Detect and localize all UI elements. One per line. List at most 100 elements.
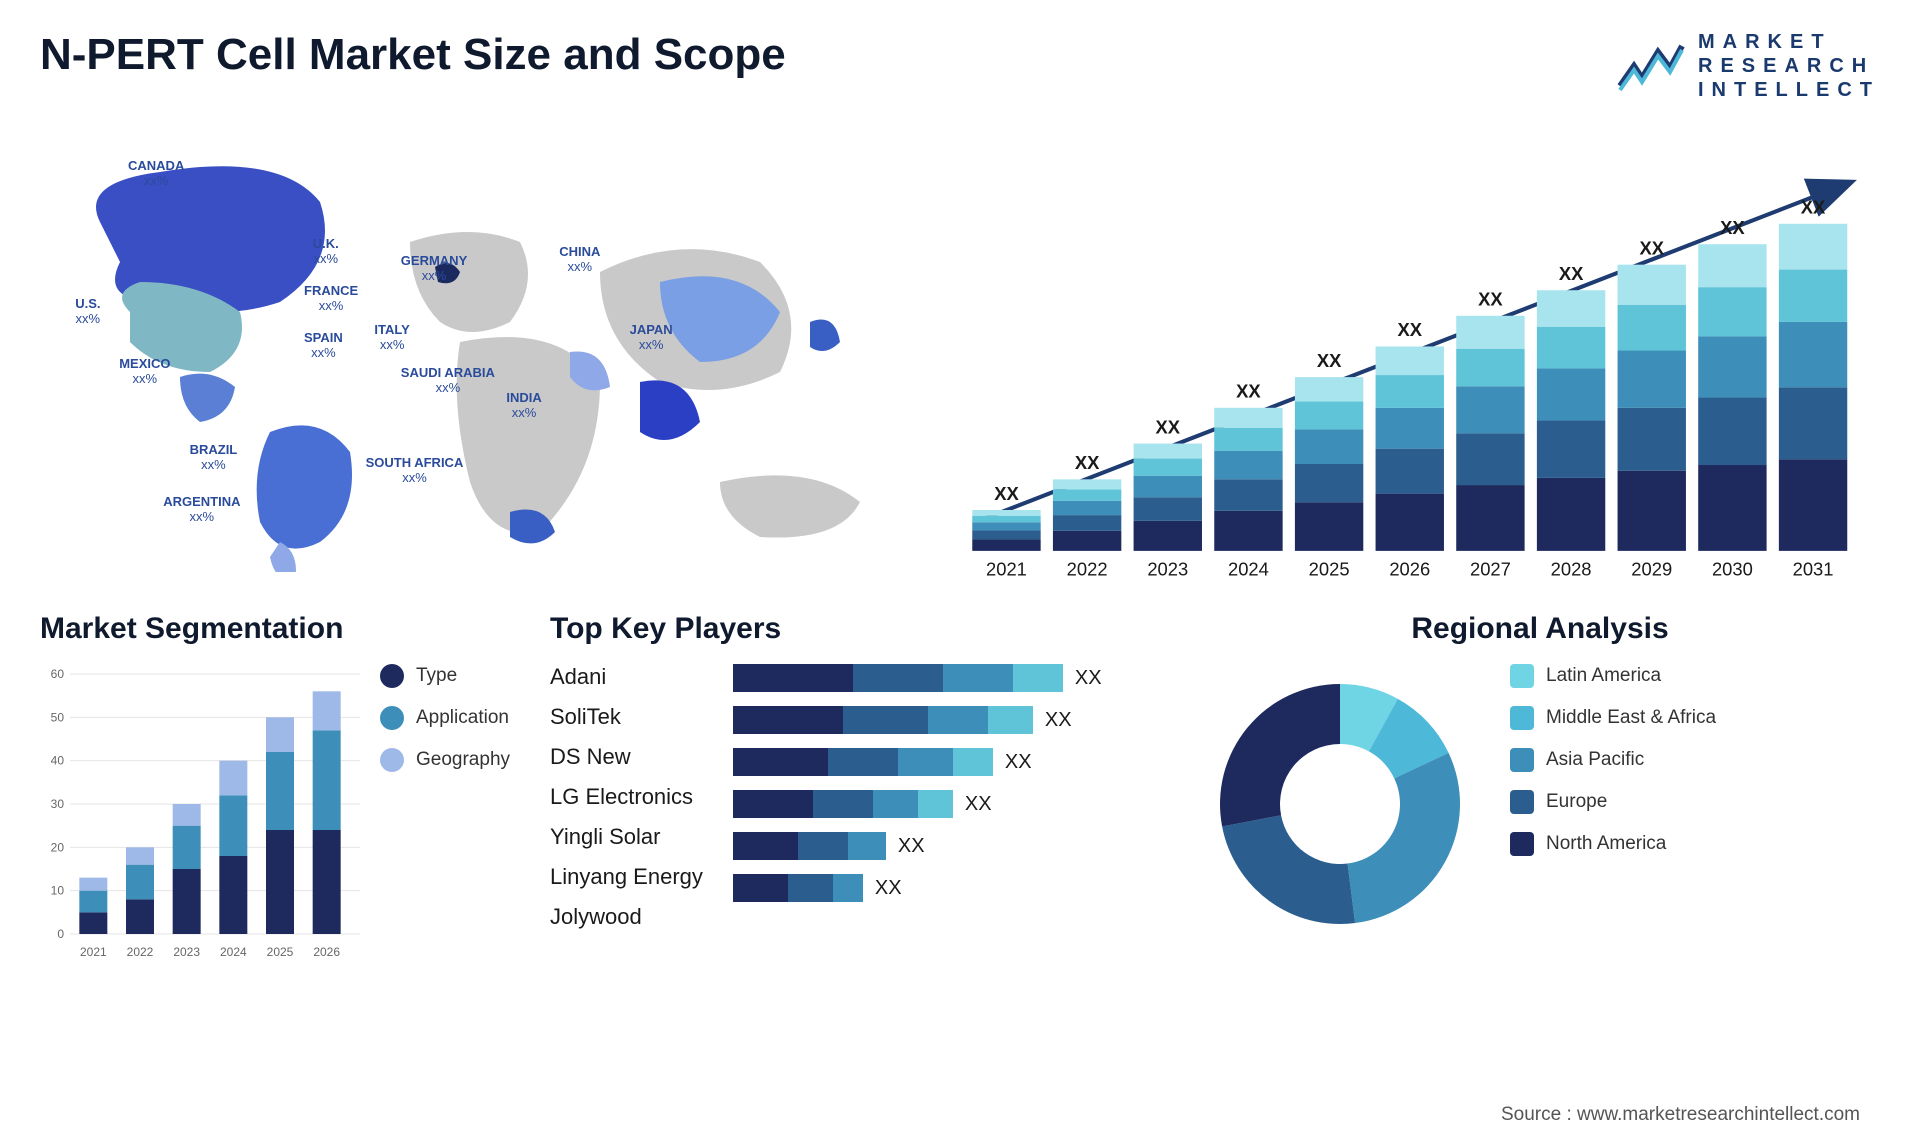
- player-bar-segment: [733, 832, 798, 860]
- growth-bar-segment: [1214, 479, 1282, 510]
- logo-line3: INTELLECT: [1698, 78, 1880, 102]
- country-label: ITALYxx%: [374, 323, 409, 353]
- svg-text:0: 0: [57, 927, 64, 941]
- country-label: U.S.xx%: [75, 297, 100, 327]
- world-map-panel: CANADAxx%U.S.xx%MEXICOxx%BRAZILxx%ARGENT…: [40, 142, 920, 572]
- growth-bar-segment: [1456, 433, 1524, 485]
- growth-bar-segment: [1053, 515, 1121, 531]
- growth-bar-segment: [1456, 316, 1524, 349]
- player-bar-value: XX: [1075, 667, 1102, 690]
- growth-bar-segment: [972, 510, 1040, 516]
- player-name: Adani: [550, 664, 703, 690]
- growth-bar-year: 2025: [1309, 558, 1350, 579]
- seg-bar-segment: [219, 795, 247, 856]
- segmentation-title: Market Segmentation: [40, 612, 520, 646]
- growth-bar-year: 2031: [1793, 558, 1834, 579]
- growth-bar-value: XX: [994, 483, 1019, 504]
- seg-bar-segment: [79, 912, 107, 934]
- growth-bar-segment: [1618, 265, 1686, 305]
- player-bar-segment: [833, 874, 863, 902]
- player-bar-value: XX: [898, 835, 925, 858]
- growth-bar-segment: [972, 522, 1040, 530]
- player-bar-segment: [843, 706, 928, 734]
- player-bar-segment: [813, 790, 873, 818]
- legend-item: Asia Pacific: [1510, 748, 1716, 772]
- player-name: SoliTek: [550, 704, 703, 730]
- brand-logo: MARKET RESEARCH INTELLECT: [1616, 30, 1880, 102]
- player-bar-segment: [953, 748, 993, 776]
- growth-bar-value: XX: [1801, 197, 1826, 218]
- player-bar-segment: [918, 790, 953, 818]
- country-label: GERMANYxx%: [401, 254, 467, 284]
- growth-bar-segment: [972, 530, 1040, 539]
- logo-icon: [1616, 38, 1686, 94]
- segmentation-legend: TypeApplicationGeography: [380, 664, 510, 772]
- growth-bar-segment: [1295, 502, 1363, 551]
- growth-bar-segment: [1537, 368, 1605, 420]
- seg-bar-segment: [266, 830, 294, 934]
- growth-bar-value: XX: [1559, 263, 1584, 284]
- player-bar-segment: [853, 664, 943, 692]
- player-name: LG Electronics: [550, 784, 703, 810]
- player-bar-row: XX: [733, 748, 1170, 776]
- growth-bar-segment: [1779, 224, 1847, 270]
- growth-bar-year: 2028: [1551, 558, 1592, 579]
- growth-bar-segment: [1053, 501, 1121, 515]
- player-bar: [733, 790, 953, 818]
- growth-bar-value: XX: [1720, 217, 1745, 238]
- growth-bar-segment: [1537, 478, 1605, 551]
- player-names-list: AdaniSoliTekDS NewLG ElectronicsYingli S…: [550, 664, 703, 930]
- growth-bar-year: 2027: [1470, 558, 1511, 579]
- growth-bar-segment: [1779, 322, 1847, 387]
- growth-bar-segment: [1053, 479, 1121, 489]
- player-bar-value: XX: [875, 877, 902, 900]
- country-label: FRANCExx%: [304, 284, 358, 314]
- growth-bar-segment: [1456, 485, 1524, 551]
- player-bar-segment: [943, 664, 1013, 692]
- growth-bar-segment: [1134, 444, 1202, 459]
- growth-bar-segment: [1618, 471, 1686, 551]
- growth-bar-year: 2021: [986, 558, 1027, 579]
- growth-bar-segment: [1618, 351, 1686, 408]
- player-bar-value: XX: [965, 793, 992, 816]
- player-bar-segment: [988, 706, 1033, 734]
- seg-bar-segment: [313, 830, 341, 934]
- growth-bar-segment: [1053, 531, 1121, 551]
- growth-bar-segment: [1779, 459, 1847, 551]
- player-bar-segment: [798, 832, 848, 860]
- svg-text:30: 30: [51, 797, 65, 811]
- svg-text:2022: 2022: [127, 945, 154, 959]
- player-bar-segment: [1013, 664, 1063, 692]
- seg-bar-segment: [173, 869, 201, 934]
- regional-title: Regional Analysis: [1200, 612, 1880, 646]
- country-label: SOUTH AFRICAxx%: [366, 456, 464, 486]
- growth-bar-segment: [1053, 489, 1121, 500]
- growth-bar-year: 2026: [1389, 558, 1430, 579]
- player-bar-segment: [733, 706, 843, 734]
- growth-bar-value: XX: [1478, 289, 1503, 310]
- seg-bar-segment: [266, 717, 294, 752]
- seg-bar-segment: [173, 804, 201, 826]
- player-bar-segment: [873, 790, 918, 818]
- country-label: BRAZILxx%: [190, 443, 238, 473]
- player-bar-segment: [828, 748, 898, 776]
- growth-bar-segment: [1779, 270, 1847, 322]
- growth-bar-segment: [1456, 349, 1524, 387]
- legend-item: North America: [1510, 832, 1716, 856]
- growth-bar-segment: [1295, 377, 1363, 401]
- growth-bar-year: 2022: [1067, 558, 1108, 579]
- player-bar-value: XX: [1045, 709, 1072, 732]
- svg-text:10: 10: [51, 884, 65, 898]
- country-label: SAUDI ARABIAxx%: [401, 366, 495, 396]
- player-bar: [733, 664, 1063, 692]
- player-bar: [733, 874, 863, 902]
- growth-bar-segment: [1295, 401, 1363, 429]
- seg-bar-segment: [79, 878, 107, 891]
- growth-bar-segment: [1214, 511, 1282, 551]
- segmentation-panel: Market Segmentation 01020304050602021202…: [40, 612, 520, 1022]
- legend-item: Latin America: [1510, 664, 1716, 688]
- growth-chart: XX2021XX2022XX2023XX2024XX2025XX2026XX20…: [960, 142, 1880, 582]
- regional-legend: Latin AmericaMiddle East & AfricaAsia Pa…: [1510, 664, 1716, 856]
- growth-bar-segment: [1376, 494, 1444, 551]
- player-bar-row: XX: [733, 832, 1170, 860]
